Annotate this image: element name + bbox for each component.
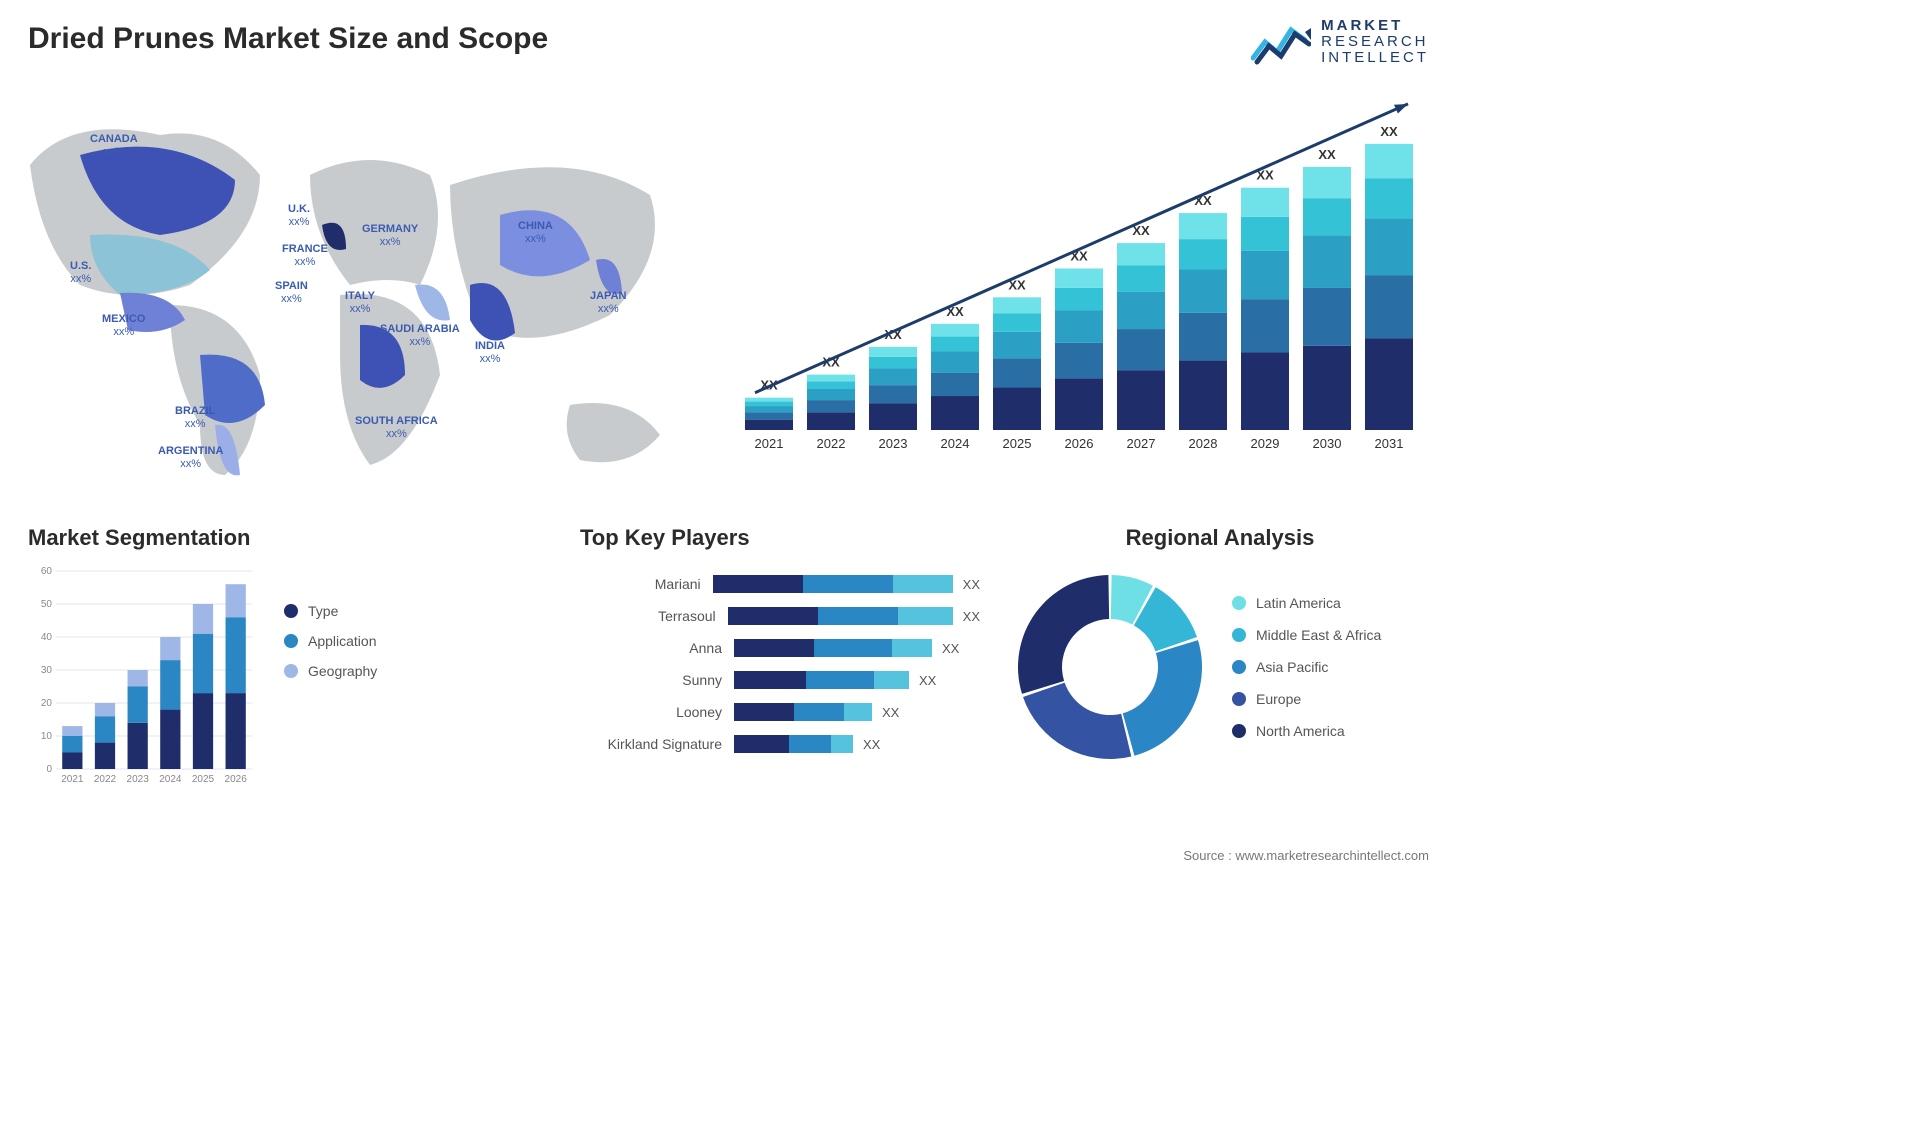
map-label: INDIAxx% [475,340,505,365]
svg-text:2030: 2030 [1313,436,1342,451]
map-label: ITALYxx% [345,290,375,315]
svg-text:2027: 2027 [1127,436,1156,451]
map-label: JAPANxx% [590,290,626,315]
legend-item: North America [1232,723,1381,739]
players-title: Top Key Players [580,525,980,551]
svg-text:2021: 2021 [61,774,84,785]
brand-logo: MARKET RESEARCH INTELLECT [1251,18,1429,66]
map-label: SPAINxx% [275,280,308,305]
svg-text:XX: XX [1380,124,1398,139]
regional-title: Regional Analysis [1010,525,1430,551]
legend-item: Middle East & Africa [1232,627,1381,643]
segmentation-legend: Type Application Geography [284,563,377,793]
regional-panel: Regional Analysis Latin America Middle Ea… [1010,525,1430,767]
map-label: ARGENTINAxx% [158,445,223,470]
svg-text:2029: 2029 [1251,436,1280,451]
world-map: CANADAxx% U.S.xx% MEXICOxx% BRAZILxx% ARGENT… [10,75,710,490]
svg-text:2026: 2026 [1065,436,1094,451]
svg-text:2028: 2028 [1189,436,1218,451]
legend-item: Application [284,633,377,649]
logo-text-3: INTELLECT [1321,50,1429,66]
svg-text:50: 50 [41,599,53,610]
regional-legend: Latin America Middle East & Africa Asia Pa… [1232,595,1381,739]
page-title: Dried Prunes Market Size and Scope [28,22,548,56]
player-row: AnnaXX [580,637,980,659]
logo-mark-icon [1251,18,1311,66]
svg-text:2024: 2024 [941,436,970,451]
player-row: LooneyXX [580,701,980,723]
players-list: MarianiXX TerrasoulXX AnnaXX SunnyXX LooneyX… [580,573,980,755]
map-label: CANADAxx% [90,133,138,158]
svg-text:30: 30 [41,665,53,676]
svg-text:XX: XX [1318,147,1336,162]
map-label: CHINAxx% [518,220,553,245]
segmentation-panel: Market Segmentation 0 10 20 30 40 50 60 2021 202… [28,525,438,793]
svg-text:2026: 2026 [225,774,248,785]
svg-text:60: 60 [41,566,53,577]
legend-item: Latin America [1232,595,1381,611]
svg-text:2031: 2031 [1375,436,1404,451]
segmentation-chart-svg: 0 10 20 30 40 50 60 2021 2022 2023 2024 2025 2026 [28,563,258,793]
logo-text-1: MARKET [1321,18,1429,34]
svg-text:2025: 2025 [1003,436,1032,451]
svg-text:40: 40 [41,632,53,643]
legend-item: Geography [284,663,377,679]
players-panel: Top Key Players MarianiXX TerrasoulXX Anna… [580,525,980,755]
legend-item: Type [284,603,377,619]
map-label: U.K.xx% [288,203,310,228]
logo-text-2: RESEARCH [1321,34,1429,50]
map-label: SAUDI ARABIAxx% [380,323,460,348]
legend-item: Europe [1232,691,1381,707]
regional-donut-svg [1010,567,1210,767]
trend-chart-svg: XX2021XX2022XX2023XX2024XX2025XX2026XX20… [737,80,1427,480]
source-label: Source : www.marketresearchintellect.com [1183,848,1429,863]
legend-item: Asia Pacific [1232,659,1381,675]
svg-text:2022: 2022 [94,774,117,785]
svg-text:2021: 2021 [755,436,784,451]
svg-text:20: 20 [41,698,53,709]
svg-text:10: 10 [41,731,53,742]
segmentation-title: Market Segmentation [28,525,438,551]
trend-chart: XX2021XX2022XX2023XX2024XX2025XX2026XX20… [737,80,1427,480]
map-label: U.S.xx% [70,260,91,285]
svg-text:2022: 2022 [817,436,846,451]
map-label: MEXICOxx% [102,313,145,338]
svg-text:2024: 2024 [159,774,182,785]
player-row: SunnyXX [580,669,980,691]
svg-text:2023: 2023 [127,774,150,785]
svg-text:2025: 2025 [192,774,215,785]
player-row: Kirkland SignatureXX [580,733,980,755]
map-label: BRAZILxx% [175,405,215,430]
player-row: TerrasoulXX [580,605,980,627]
svg-text:0: 0 [46,764,52,775]
map-label: FRANCExx% [282,243,328,268]
svg-text:2023: 2023 [879,436,908,451]
map-label: SOUTH AFRICAxx% [355,415,438,440]
map-label: GERMANYxx% [362,223,418,248]
player-row: MarianiXX [580,573,980,595]
